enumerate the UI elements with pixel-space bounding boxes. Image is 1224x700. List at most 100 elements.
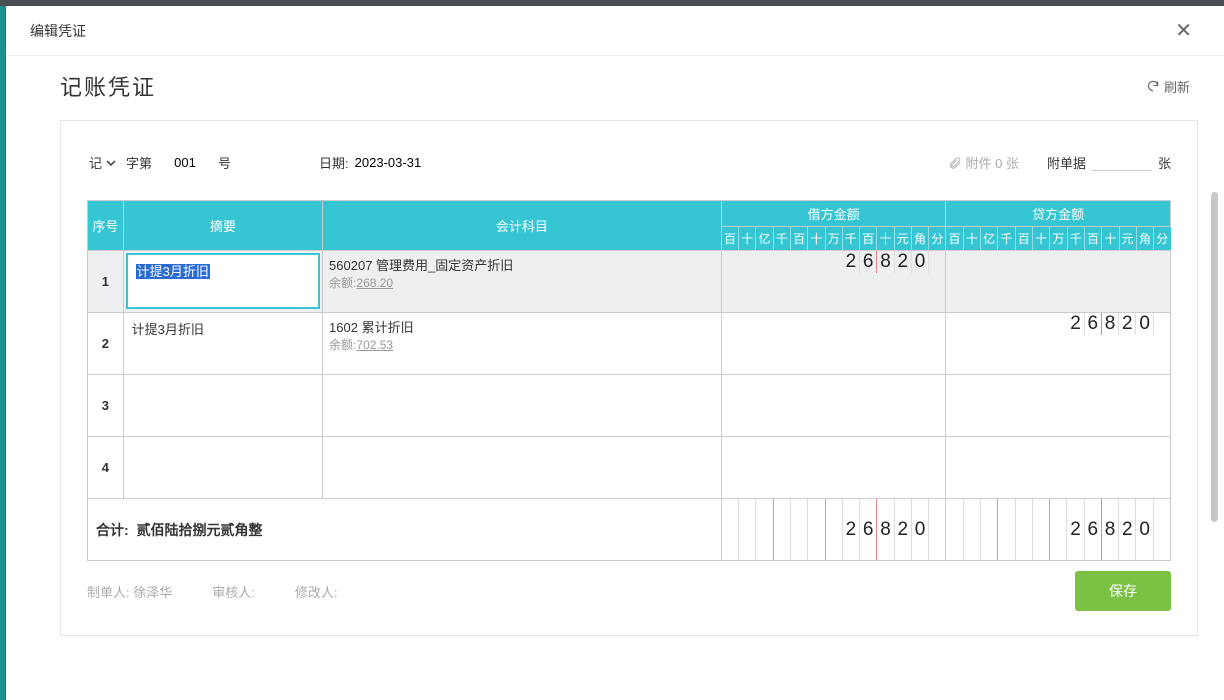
row-index: 4 — [88, 437, 124, 499]
maker-field: 制单人: 徐泽华 — [87, 582, 172, 601]
modal-body: 记账凭证 刷新 记 字第 号 日期: — [6, 56, 1224, 700]
voucher-number-input[interactable] — [160, 155, 210, 171]
amount-digit: 6 — [860, 499, 877, 560]
close-icon[interactable]: ✕ — [1167, 14, 1200, 47]
amount-digit: 2 — [1067, 499, 1084, 560]
paperclip-icon — [948, 156, 962, 170]
total-cell: 合计: 贰佰陆拾捌元贰角整 — [88, 499, 722, 561]
summary-cell[interactable] — [123, 375, 322, 437]
amount-digit: 8 — [877, 499, 894, 560]
amount-digit — [946, 499, 963, 560]
table-row[interactable]: 1计提3月折旧560207 管理费用_固定资产折旧余额:268.2026820 — [88, 251, 1171, 313]
credit-cell[interactable] — [946, 251, 1171, 313]
amount-digit: 6 — [1085, 499, 1102, 560]
credit-digit-header: 百 — [1085, 227, 1102, 250]
col-summary-header: 摘要 — [123, 201, 322, 251]
slip-count-input[interactable] — [1092, 155, 1152, 171]
refresh-button[interactable]: 刷新 — [1146, 77, 1190, 96]
amount-digit — [1050, 499, 1067, 560]
account-cell[interactable] — [323, 437, 722, 499]
credit-digit-header: 百 — [1016, 227, 1033, 250]
amount-digit — [774, 499, 791, 560]
attachment-count: 附件 0 张 — [966, 153, 1019, 172]
amount-digit: 0 — [912, 251, 929, 273]
account-cell[interactable] — [323, 375, 722, 437]
modal-header: 编辑凭证 ✕ — [6, 6, 1224, 56]
col-account-header: 会计科目 — [323, 201, 722, 251]
summary-cell[interactable]: 计提3月折旧 — [123, 313, 322, 375]
backdrop-left — [0, 6, 5, 700]
credit-cell[interactable] — [946, 437, 1171, 499]
amount-digit — [739, 499, 756, 560]
amount-digit: 2 — [843, 499, 860, 560]
debit-cell[interactable] — [721, 437, 946, 499]
debit-digit-header: 分 — [929, 227, 945, 250]
date-label: 日期: — [319, 153, 349, 172]
row-index: 3 — [88, 375, 124, 437]
account-name: 1602 累计折旧 — [329, 317, 715, 336]
debit-cell[interactable] — [721, 375, 946, 437]
credit-digit-header-group: 百十亿千百十万千百十元角分 — [946, 227, 1171, 251]
date-input[interactable] — [355, 155, 445, 171]
debit-cell[interactable]: 26820 — [721, 251, 946, 313]
credit-cell[interactable]: 26820 — [946, 313, 1171, 375]
amount-digit — [826, 499, 843, 560]
scrollbar-track[interactable] — [1211, 116, 1218, 680]
label-hao: 号 — [218, 153, 231, 172]
amount-digit: 6 — [1085, 313, 1102, 335]
col-credit-header: 贷方金额 — [946, 201, 1171, 227]
account-balance: 余额:268.20 — [329, 274, 715, 291]
debit-digit-header: 元 — [895, 227, 912, 250]
amount-digit: 2 — [1067, 313, 1084, 335]
amount-digit: 0 — [1136, 313, 1153, 335]
row-index: 2 — [88, 313, 124, 375]
voucher-type-label: 记 — [89, 153, 102, 172]
credit-cell[interactable] — [946, 375, 1171, 437]
total-credit-cell: 26820 — [946, 499, 1171, 561]
debit-digit-header: 百 — [791, 227, 808, 250]
amount-digit: 2 — [895, 499, 912, 560]
row-index: 1 — [88, 251, 124, 313]
attachment-link[interactable]: 附件 0 张 — [948, 153, 1019, 172]
amount-digit — [1033, 499, 1050, 560]
amount-digit: 8 — [1102, 313, 1119, 335]
account-cell[interactable]: 1602 累计折旧余额:702.53 — [323, 313, 722, 375]
page-title: 记账凭证 — [60, 70, 156, 102]
voucher-card: 记 字第 号 日期: 附件 0 张 附单据 张 — [60, 120, 1198, 636]
credit-digit-header: 分 — [1154, 227, 1170, 250]
chevron-down-icon — [106, 158, 116, 168]
amount-digit: 6 — [860, 251, 877, 273]
credit-digit-header: 元 — [1120, 227, 1137, 250]
table-row[interactable]: 2计提3月折旧1602 累计折旧余额:702.5326820 — [88, 313, 1171, 375]
summary-text-selected[interactable]: 计提3月折旧 — [136, 264, 210, 279]
table-row[interactable]: 3 — [88, 375, 1171, 437]
amount-digit — [981, 499, 998, 560]
summary-cell[interactable] — [123, 437, 322, 499]
amount-digit: 8 — [1102, 499, 1119, 560]
debit-digit-header: 千 — [843, 227, 860, 250]
total-debit-cell: 26820 — [721, 499, 946, 561]
auditor-label: 审核人: — [212, 585, 255, 600]
col-idx-header: 序号 — [88, 201, 124, 251]
table-row[interactable]: 4 — [88, 437, 1171, 499]
maker-value: 徐泽华 — [133, 585, 172, 600]
maker-label: 制单人: — [87, 585, 130, 600]
amount-digit: 8 — [877, 251, 894, 273]
save-button[interactable]: 保存 — [1075, 571, 1171, 611]
amount-digit — [808, 499, 825, 560]
voucher-type-dropdown[interactable]: 记 — [87, 149, 118, 176]
voucher-table-foot: 合计: 贰佰陆拾捌元贰角整 26820 26820 — [88, 499, 1171, 561]
amount-digit: 2 — [843, 251, 860, 273]
summary-cell[interactable]: 计提3月折旧 — [123, 251, 322, 313]
amount-digit — [791, 499, 808, 560]
debit-digit-header: 十 — [739, 227, 756, 250]
debit-digit-header: 角 — [912, 227, 929, 250]
account-cell[interactable]: 560207 管理费用_固定资产折旧余额:268.20 — [323, 251, 722, 313]
debit-cell[interactable] — [721, 313, 946, 375]
amount-digit — [1016, 499, 1033, 560]
debit-digit-header: 十 — [808, 227, 825, 250]
scrollbar-thumb[interactable] — [1211, 192, 1218, 522]
col-debit-header: 借方金额 — [721, 201, 946, 227]
credit-digit-header: 千 — [998, 227, 1015, 250]
total-label: 合计: — [96, 522, 129, 538]
